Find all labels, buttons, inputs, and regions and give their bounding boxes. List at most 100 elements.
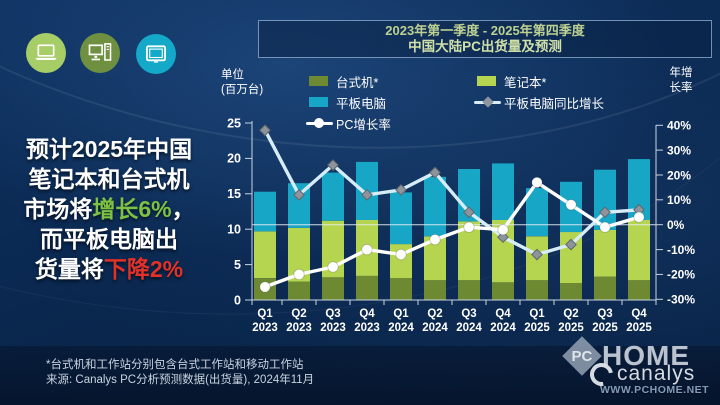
right-axis-tick-label: -30% bbox=[667, 293, 695, 307]
x-label-quarter: Q2 bbox=[563, 308, 578, 320]
tablet-growth-point-10 bbox=[599, 206, 611, 219]
left-axis-tick-label: 15 bbox=[227, 187, 241, 201]
legend-item-tablet: 平板电脑 bbox=[306, 95, 386, 111]
chart-title-box: 2023年第一季度 - 2025年第四季度 中国大陆PC出货量及预测 bbox=[258, 20, 712, 58]
tablet-growth-point-3 bbox=[361, 188, 373, 201]
right-axis-label: 年增 长率 bbox=[669, 67, 693, 94]
bar-segment-notebook-5 bbox=[424, 236, 446, 281]
tablet-growth-point-7 bbox=[497, 231, 509, 244]
bar-segment-tablet-0 bbox=[254, 191, 276, 232]
bar-segment-desktop-2 bbox=[322, 277, 344, 300]
bar-segment-desktop-9 bbox=[560, 283, 582, 300]
tablet-growth-line bbox=[263, 128, 641, 257]
x-label-quarter: Q1 bbox=[257, 308, 273, 320]
legend-item-pc-growth: PC增长率 bbox=[306, 116, 391, 132]
pc-growth-point-11 bbox=[633, 211, 645, 223]
x-label-year: 2025 bbox=[524, 322, 550, 334]
pc-growth-point-5 bbox=[429, 233, 441, 246]
x-label-year: 2023 bbox=[320, 322, 346, 334]
tablet-growth-point-8 bbox=[531, 248, 543, 261]
laptop-badge bbox=[26, 33, 66, 73]
sidebar-message: 预计2025年中国 笔记本和台式机 市场将增长6%， 而平板电脑出 货量将下降2% bbox=[2, 134, 216, 284]
bar-segment-desktop-7 bbox=[492, 282, 514, 300]
circle-line-icon bbox=[306, 117, 333, 129]
left-axis-tick-label: 0 bbox=[234, 293, 241, 307]
footnote-definition: *台式机和工作站分别包含台式工作站和移动工作站 bbox=[46, 359, 304, 371]
bar-segment-desktop-8 bbox=[526, 280, 548, 300]
diamond-line-icon bbox=[474, 96, 501, 108]
bar-segment-desktop-1 bbox=[288, 281, 310, 300]
x-label-quarter: Q1 bbox=[393, 308, 409, 320]
x-label-year: 2025 bbox=[626, 322, 652, 334]
tablet-growth-point-2 bbox=[327, 159, 339, 171]
right-axis-tick-label: 20% bbox=[667, 168, 691, 182]
right-axis-tick-label: 10% bbox=[667, 193, 691, 207]
bar-segment-tablet-2 bbox=[322, 172, 344, 221]
pc-growth-point-10 bbox=[599, 221, 611, 233]
bar-segment-notebook-11 bbox=[628, 220, 650, 281]
bar-segment-desktop-11 bbox=[628, 280, 650, 300]
bar-segment-tablet-10 bbox=[594, 169, 616, 230]
tablet-badge bbox=[136, 34, 176, 74]
bar-segment-notebook-6 bbox=[458, 221, 480, 281]
x-label-year: 2023 bbox=[354, 322, 380, 334]
pchome-url: WWW.PCHOME.NET bbox=[600, 384, 710, 396]
sidebar-line: 笔记本和台式机 bbox=[28, 166, 190, 192]
pchome-logo: PC HOME bbox=[562, 336, 718, 376]
x-label-year: 2023 bbox=[252, 322, 278, 334]
canalys-logo: canalys bbox=[585, 357, 695, 391]
notebook-swatch-icon bbox=[474, 75, 501, 87]
footnote: *台式机和工作站分别包含台式工作站和移动工作站 来源: Canalys PC分析… bbox=[46, 358, 314, 387]
pc-growth-point-6 bbox=[463, 221, 475, 233]
tablet-swatch-icon bbox=[306, 96, 333, 108]
x-label-quarter: Q2 bbox=[427, 308, 442, 320]
x-label-year: 2024 bbox=[490, 322, 516, 334]
desktop-pc-icon bbox=[88, 43, 112, 61]
legend-item-tablet-growth: 平板电脑同比增长 bbox=[474, 95, 604, 111]
bar-segment-tablet-1 bbox=[288, 183, 310, 228]
tablet-growth-point-9 bbox=[565, 238, 577, 251]
right-axis-tick-label: 40% bbox=[667, 119, 691, 133]
pc-growth-point-8 bbox=[531, 176, 543, 189]
right-axis-tick-label: 0% bbox=[667, 218, 685, 232]
bar-segment-notebook-0 bbox=[254, 231, 276, 278]
right-axis-tick-label: -20% bbox=[667, 268, 695, 282]
x-label-quarter: Q4 bbox=[495, 308, 511, 320]
sidebar-line: 而平板电脑出 bbox=[40, 226, 178, 252]
footnote-source: 来源: Canalys PC分析预测数据(出货量), 2024年11月 bbox=[46, 373, 315, 386]
tablet-icon bbox=[145, 45, 167, 63]
laptop-icon bbox=[35, 44, 57, 60]
pc-growth-point-7 bbox=[497, 224, 509, 236]
bar-segment-notebook-7 bbox=[492, 220, 514, 283]
pc-growth-point-1 bbox=[293, 268, 305, 281]
x-label-quarter: Q2 bbox=[291, 308, 306, 320]
right-axis-tick-label: 30% bbox=[667, 143, 691, 157]
x-label-quarter: Q3 bbox=[597, 308, 612, 320]
pc-growth-point-3 bbox=[361, 243, 373, 256]
x-label-quarter: Q1 bbox=[529, 308, 545, 320]
sidebar-line: 市场将增长6%， bbox=[23, 196, 195, 222]
left-axis-tick-label: 25 bbox=[227, 116, 241, 130]
pc-growth-point-0 bbox=[259, 281, 271, 293]
bar-segment-desktop-5 bbox=[424, 280, 446, 300]
pc-growth-line bbox=[263, 180, 641, 289]
bar-segment-tablet-4 bbox=[390, 192, 412, 245]
left-axis-unit-label: 单位 (百万台) bbox=[221, 69, 264, 96]
bar-segment-desktop-10 bbox=[594, 276, 616, 300]
pc-growth-point-4 bbox=[395, 248, 407, 261]
bar-segment-desktop-3 bbox=[356, 275, 378, 300]
pc-growth-point-2 bbox=[327, 261, 339, 273]
left-axis-tick-label: 20 bbox=[227, 152, 241, 166]
right-axis-tick-label: -10% bbox=[667, 243, 695, 257]
tablet-growth-point-1 bbox=[293, 188, 305, 201]
x-label-quarter: Q4 bbox=[631, 308, 647, 320]
pc-growth-point-9 bbox=[565, 199, 577, 211]
left-axis-tick-label: 5 bbox=[234, 258, 241, 272]
bar-segment-tablet-5 bbox=[424, 176, 446, 237]
bar-segment-desktop-4 bbox=[390, 278, 412, 300]
x-label-year: 2023 bbox=[286, 322, 312, 334]
x-label-year: 2024 bbox=[388, 322, 414, 334]
legend-item-notebook: 笔记本* bbox=[474, 74, 546, 90]
left-axis-tick-label: 10 bbox=[227, 223, 241, 237]
